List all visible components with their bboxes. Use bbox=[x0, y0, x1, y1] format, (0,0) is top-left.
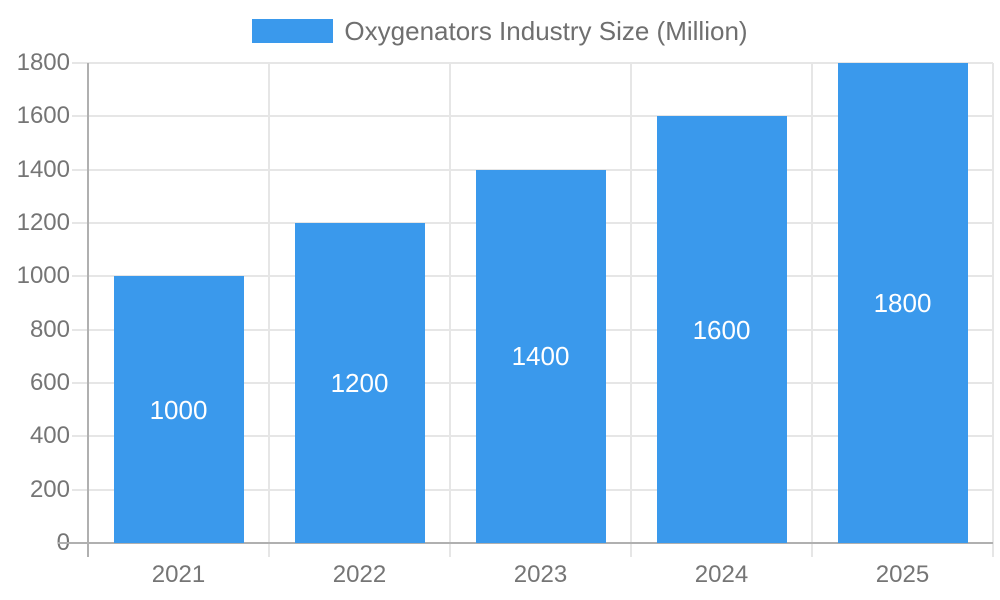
gridline bbox=[72, 62, 993, 64]
legend-swatch bbox=[252, 19, 334, 43]
bar-2022[interactable] bbox=[294, 223, 425, 543]
category-boundary-gridline bbox=[449, 63, 451, 557]
bar-value-label: 1200 bbox=[330, 368, 389, 398]
category-boundary-gridline bbox=[630, 63, 632, 557]
category-boundary-gridline bbox=[992, 63, 994, 557]
x-axis-tick-label: 2025 bbox=[875, 561, 930, 588]
category-boundary-gridline bbox=[811, 63, 813, 557]
bar-2025[interactable] bbox=[837, 63, 968, 543]
y-axis-tick-label: 1000 bbox=[16, 262, 70, 290]
x-axis-tick-label: 2021 bbox=[151, 561, 206, 588]
bar-value-label: 1000 bbox=[149, 394, 208, 425]
y-axis-line bbox=[87, 63, 89, 557]
bar-2024[interactable] bbox=[656, 116, 787, 543]
y-axis-tick-label: 200 bbox=[29, 475, 70, 503]
y-axis-tick-label: 1600 bbox=[16, 102, 70, 130]
bar-2023[interactable] bbox=[475, 169, 606, 543]
x-axis-tick-label: 2024 bbox=[694, 561, 749, 588]
legend-label: Oxygenators Industry Size (Million) bbox=[344, 15, 748, 46]
bar-value-label: 1400 bbox=[511, 341, 570, 372]
y-axis-tick-label: 400 bbox=[29, 422, 70, 450]
gridline bbox=[72, 115, 993, 118]
legend[interactable]: Oxygenators Industry Size (Million) bbox=[0, 15, 1000, 46]
y-axis-tick-label: 1400 bbox=[16, 155, 70, 183]
y-axis-tick-label: 600 bbox=[29, 369, 70, 396]
bar-2021[interactable] bbox=[113, 276, 244, 543]
y-axis-tick-label: 1800 bbox=[16, 49, 70, 76]
x-axis-tick-label: 2023 bbox=[513, 561, 568, 588]
bar-value-label: 1600 bbox=[692, 314, 751, 345]
y-axis-tick-label: 1200 bbox=[16, 209, 70, 236]
y-axis-tick-label: 800 bbox=[29, 315, 70, 343]
bar-value-label: 1800 bbox=[873, 288, 932, 318]
x-axis-line bbox=[58, 542, 993, 544]
category-boundary-gridline bbox=[268, 63, 270, 557]
x-axis-tick-label: 2022 bbox=[332, 561, 387, 588]
